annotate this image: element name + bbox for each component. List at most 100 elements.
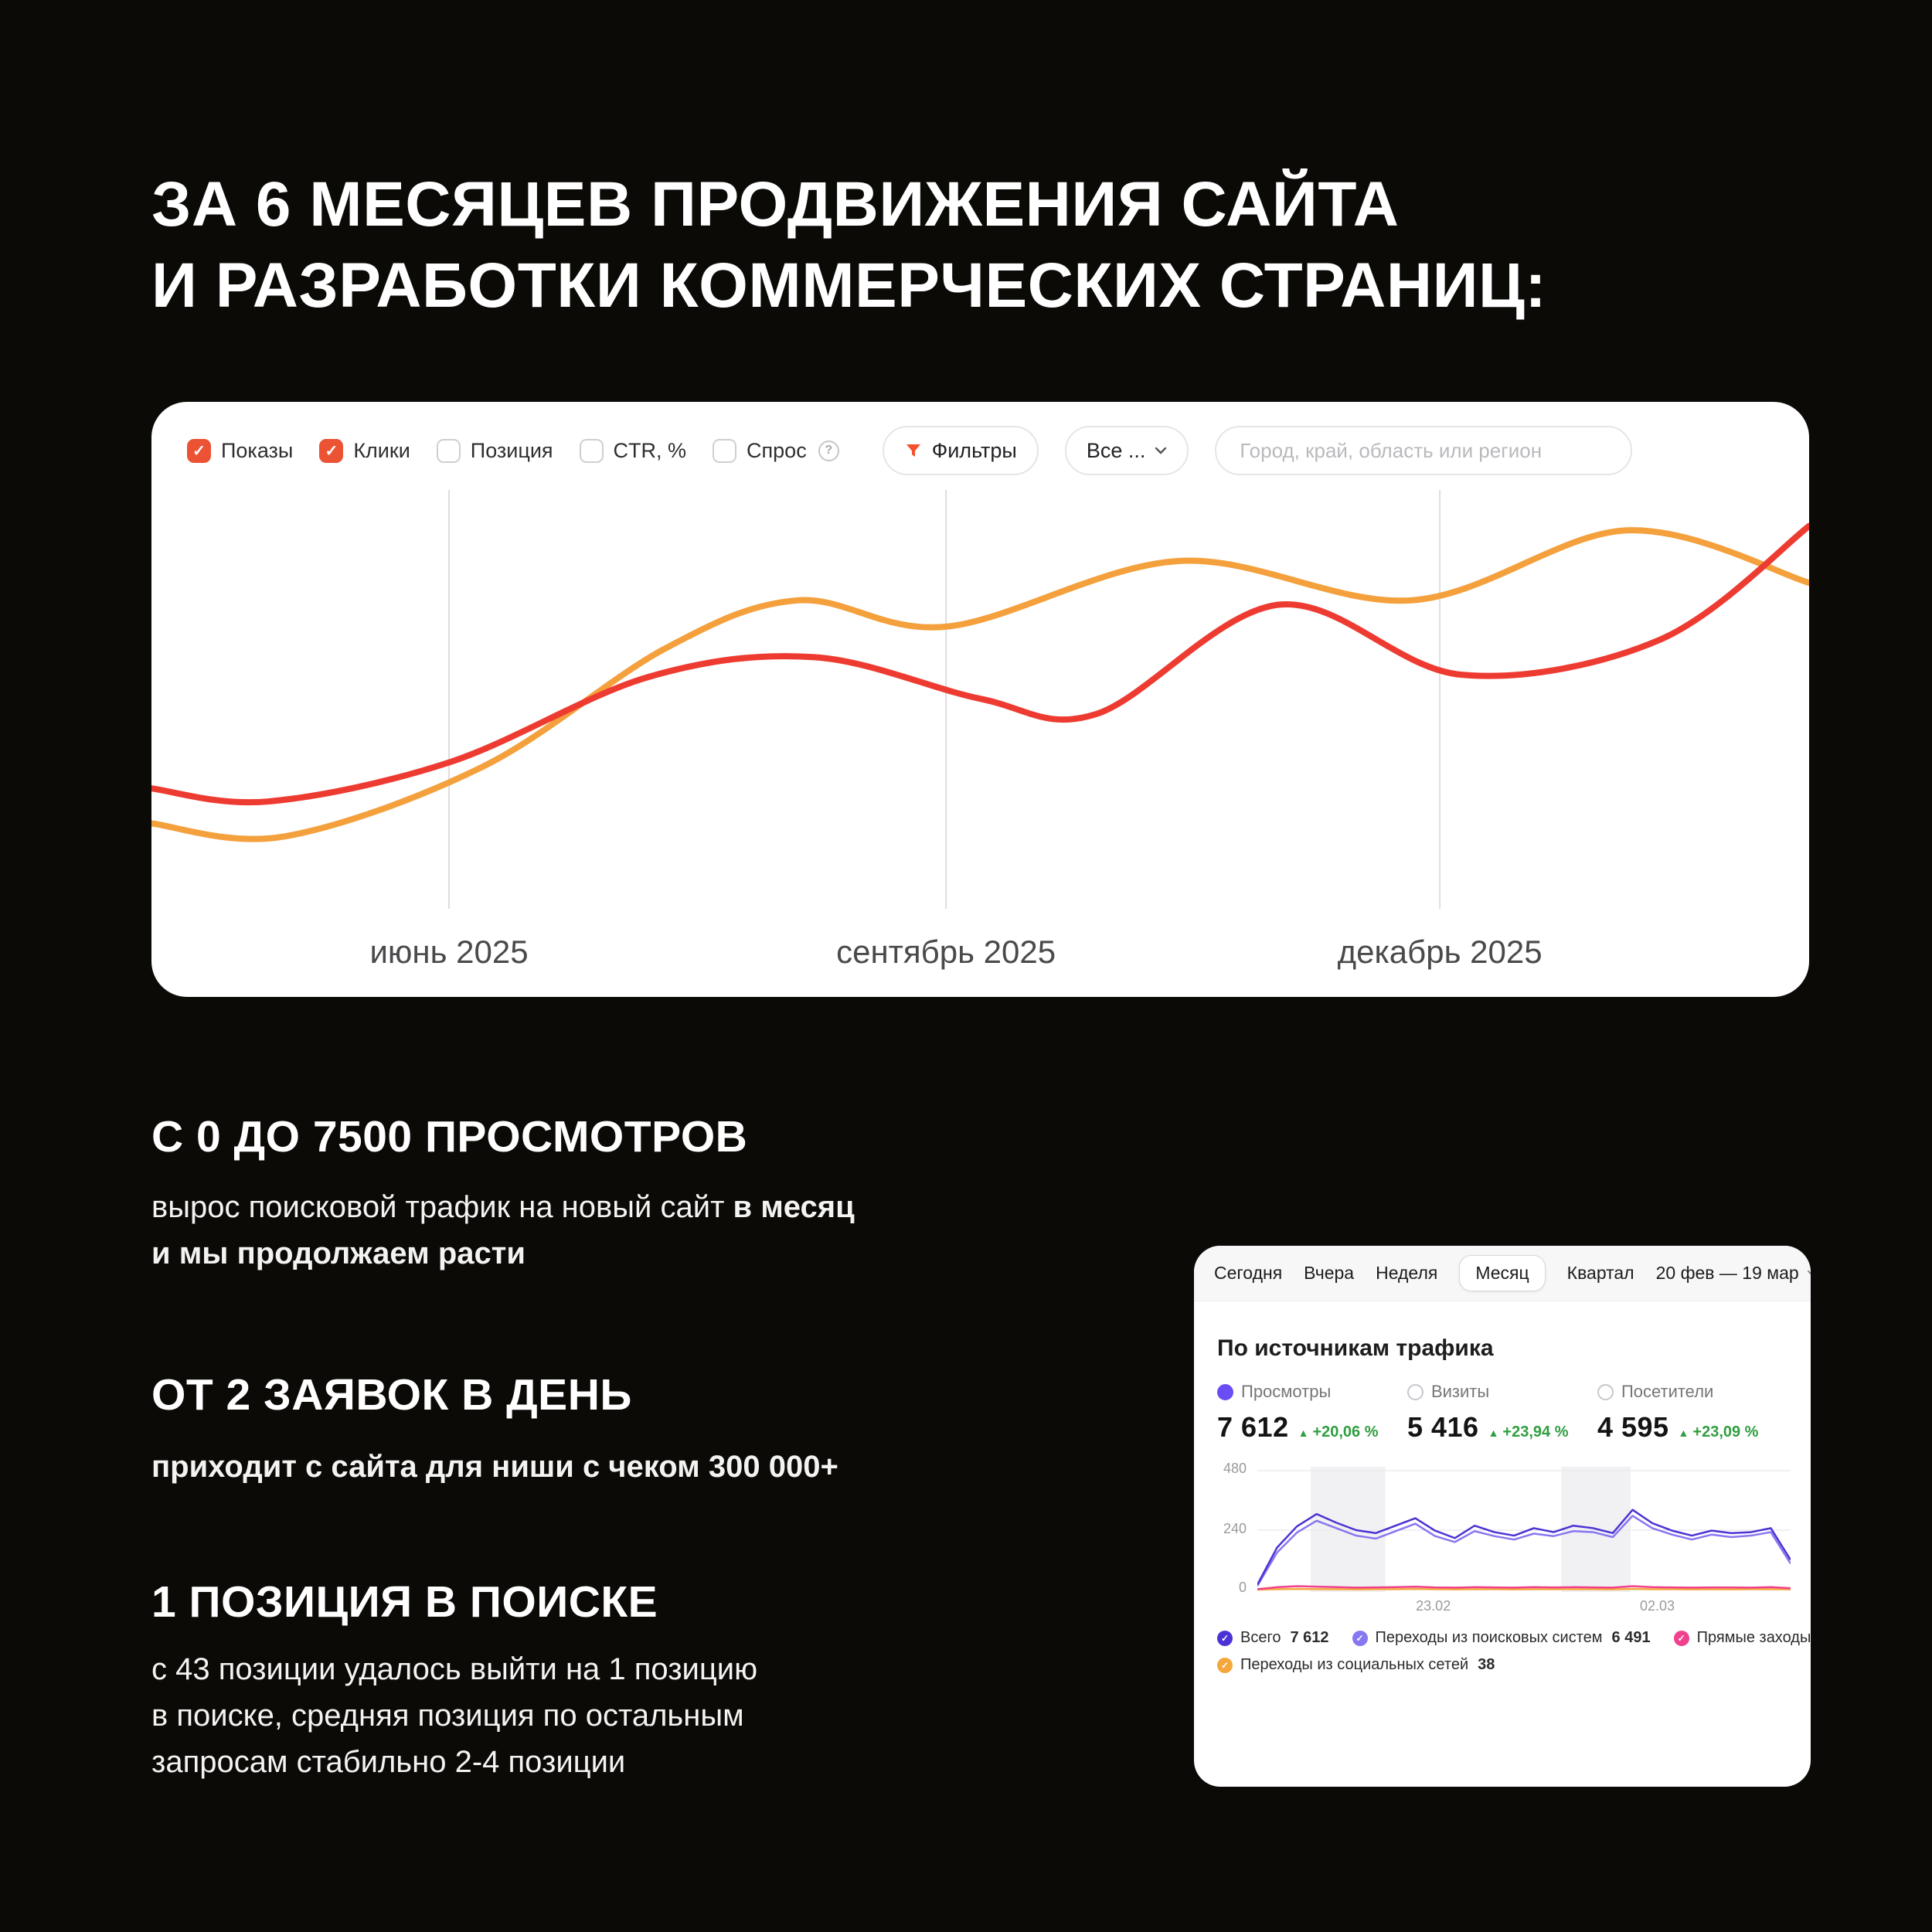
webmaster-filter-bar: Показы Клики Позиция CTR, % Спрос ? (187, 425, 1781, 476)
legend-check-icon (1352, 1630, 1368, 1646)
checkbox-label: Спрос (747, 438, 807, 462)
stat-views-text-normal: вырос поисковой трафик на новый сайт (151, 1190, 733, 1224)
date-range-label: 20 фев — 19 мар (1655, 1263, 1799, 1283)
legend-label: Переходы из социальных сетей (1240, 1656, 1469, 1673)
metric-delta: ▲ +23,94 % (1488, 1423, 1569, 1441)
x-axis-label-june: июнь 2025 (369, 934, 529, 970)
traffic-sources-title: По источникам трафика (1217, 1335, 1494, 1361)
delta-value: +23,09 % (1692, 1423, 1759, 1440)
legend-label: Переходы из поисковых систем (1375, 1629, 1603, 1646)
radio-icon (1406, 1383, 1423, 1400)
legend-row: Переходы из социальных сетей 38 (1217, 1656, 1787, 1674)
metric-label: Визиты (1430, 1382, 1490, 1401)
radio-icon (1217, 1383, 1233, 1400)
metric-label: Просмотры (1241, 1382, 1332, 1401)
metrika-body: По источникам трафика Просмотры 7 612 ▲ +… (1194, 1301, 1811, 1674)
legend-value: 7 612 (1290, 1629, 1329, 1646)
metric-views-radio[interactable]: Просмотры (1217, 1382, 1407, 1402)
legend-item-direct[interactable]: Прямые заходы (1673, 1629, 1811, 1647)
tab-week[interactable]: Неделя (1376, 1263, 1438, 1283)
metric-checkbox-impressions[interactable]: Показы (187, 438, 294, 463)
metric-checkbox-position[interactable]: Позиция (436, 438, 553, 463)
metric-value-row: 7 612 ▲ +20,06 % (1217, 1411, 1407, 1444)
metric-value-row: 4 595 ▲ +23,09 % (1597, 1411, 1787, 1444)
legend-item-search[interactable]: Переходы из поисковых систем 6 491 (1352, 1629, 1651, 1647)
metric-value: 7 612 (1217, 1411, 1289, 1443)
metric-visitors: Посетители 4 595 ▲ +23,09 % (1597, 1382, 1787, 1444)
date-range-picker[interactable]: 20 фев — 19 мар (1656, 1263, 1811, 1284)
funnel-icon (906, 444, 920, 457)
page-title: ЗА 6 МЕСЯЦЕВ ПРОДВИЖЕНИЯ САЙТА И РАЗРАБО… (151, 168, 1547, 321)
y-tick-480: 480 (1223, 1461, 1247, 1476)
stat-leads-title: ОТ 2 ЗАЯВОК В ДЕНЬ (151, 1370, 632, 1420)
metric-delta: ▲ +20,06 % (1298, 1423, 1379, 1441)
metric-checkbox-demand[interactable]: Спрос ? (713, 438, 839, 463)
metric-value: 4 595 (1597, 1411, 1669, 1443)
stat-views-text-bold: в месяц (733, 1190, 855, 1224)
checkbox-icon (436, 438, 461, 463)
metric-label: Посетители (1621, 1382, 1714, 1401)
metrika-panel: Сегодня Вчера Неделя Месяц Квартал 20 фе… (1194, 1246, 1811, 1787)
legend-label: Всего (1240, 1629, 1281, 1646)
delta-value: +20,06 % (1312, 1423, 1379, 1440)
delta-value: +23,94 % (1502, 1423, 1569, 1440)
stat-leads-text: приходит с сайта для ниши с чеком 300 00… (151, 1450, 838, 1484)
checkbox-icon (579, 438, 604, 463)
legend-item-total[interactable]: Всего 7 612 (1217, 1629, 1329, 1647)
stat-views-text-bold2: и мы продолжаем расти (151, 1236, 526, 1270)
metric-delta: ▲ +23,09 % (1679, 1423, 1759, 1441)
stat-views-text: вырос поисковой трафик на новый сайт в м… (151, 1184, 855, 1277)
chevron-down-icon (1807, 1270, 1811, 1275)
webmaster-panel: Показы Клики Позиция CTR, % Спрос ? (151, 402, 1809, 997)
radio-icon (1597, 1383, 1614, 1400)
legend-item-social[interactable]: Переходы из социальных сетей 38 (1217, 1656, 1495, 1674)
filters-button-label: Фильтры (931, 438, 1017, 462)
x-axis-label-december: декабрь 2025 (1337, 934, 1543, 970)
legend-row: Всего 7 612 Переходы из поисковых систем… (1217, 1629, 1811, 1647)
legend-check-icon (1217, 1657, 1233, 1673)
scope-dropdown[interactable]: Все ... (1064, 426, 1189, 475)
metric-checkbox-clicks[interactable]: Клики (319, 438, 410, 463)
tab-yesterday[interactable]: Вчера (1304, 1263, 1355, 1283)
y-tick-0: 0 (1238, 1580, 1247, 1595)
sources-plot-area: 23.02 02.03 (1257, 1467, 1791, 1614)
legend-label: Прямые заходы (1696, 1629, 1811, 1646)
delta-up-icon: ▲ (1678, 1427, 1689, 1439)
help-icon[interactable]: ? (818, 440, 839, 461)
legend-check-icon (1673, 1630, 1689, 1646)
sources-chart: 480 240 0 23.02 02.03 (1217, 1461, 1791, 1618)
sources-lines-svg (1257, 1467, 1791, 1592)
tab-quarter[interactable]: Квартал (1566, 1263, 1634, 1283)
metric-visits-radio[interactable]: Визиты (1406, 1382, 1597, 1402)
checkbox-label: Клики (353, 438, 410, 462)
region-search-input[interactable] (1215, 426, 1633, 475)
checkbox-icon (187, 438, 211, 463)
checkbox-label: Позиция (470, 438, 553, 462)
legend-value: 6 491 (1611, 1629, 1651, 1646)
metric-visitors-radio[interactable]: Посетители (1597, 1382, 1787, 1402)
metric-visits: Визиты 5 416 ▲ +23,94 % (1406, 1382, 1597, 1444)
legend-check-icon (1217, 1630, 1233, 1646)
metric-checkbox-ctr[interactable]: CTR, % (579, 438, 687, 463)
y-tick-240: 240 (1223, 1521, 1247, 1536)
metric-value-row: 5 416 ▲ +23,94 % (1407, 1411, 1597, 1444)
checkbox-label: CTR, % (613, 438, 687, 462)
tab-today[interactable]: Сегодня (1214, 1263, 1283, 1283)
scope-dropdown-label: Все ... (1086, 438, 1146, 462)
checkbox-icon (319, 438, 344, 463)
checkbox-icon (713, 438, 737, 463)
tab-month[interactable]: Месяц (1459, 1255, 1546, 1291)
x-tick-0203: 02.03 (1639, 1598, 1675, 1614)
delta-up-icon: ▲ (1298, 1427, 1309, 1439)
metrika-period-tabs: Сегодня Вчера Неделя Месяц Квартал 20 фе… (1194, 1246, 1811, 1301)
chart-legend: Всего 7 612 Переходы из поисковых систем… (1217, 1629, 1811, 1674)
checkbox-label: Показы (221, 438, 294, 462)
metric-views: Просмотры 7 612 ▲ +20,06 % (1217, 1382, 1407, 1444)
x-axis-label-september: сентябрь 2025 (836, 934, 1056, 970)
filters-button[interactable]: Фильтры (882, 426, 1039, 475)
legend-value: 38 (1478, 1656, 1495, 1673)
stat-position-title: 1 ПОЗИЦИЯ В ПОИСКЕ (151, 1577, 658, 1627)
chevron-down-icon (1155, 447, 1167, 454)
delta-up-icon: ▲ (1488, 1427, 1499, 1439)
